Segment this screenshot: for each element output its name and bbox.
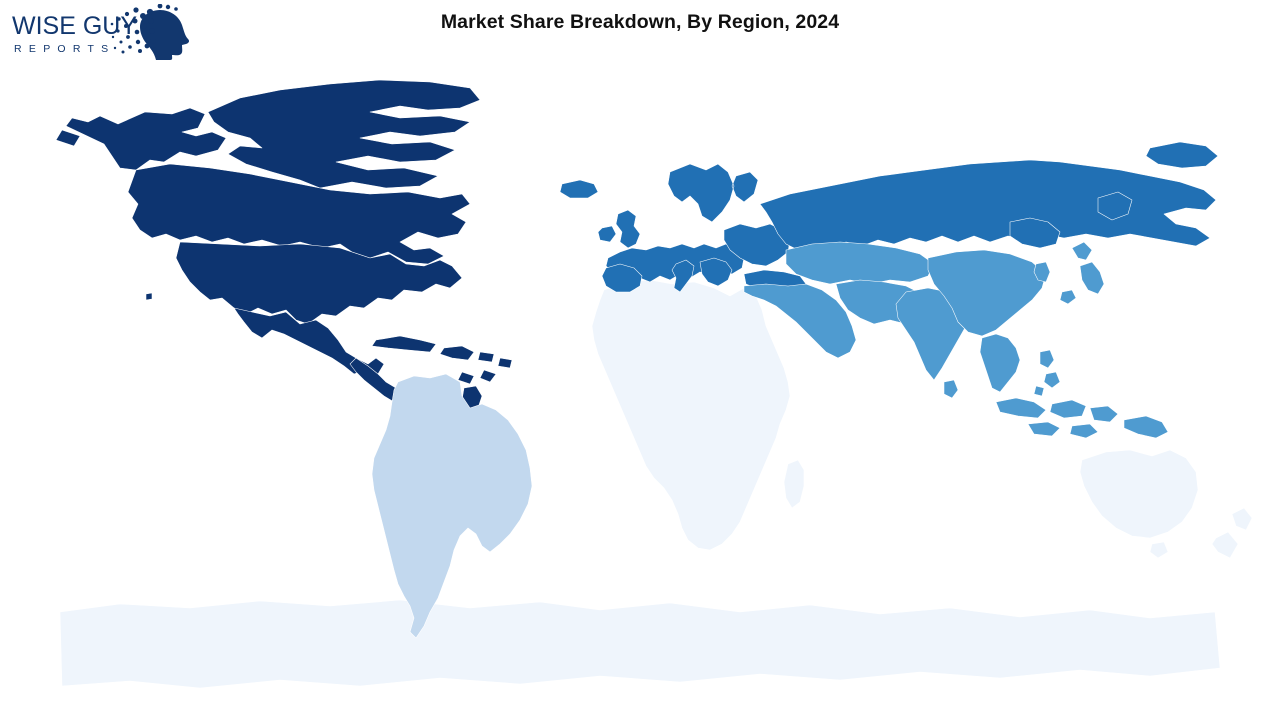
- shape-iberia[interactable]: [602, 264, 642, 292]
- shape-papua-new-guinea[interactable]: [1124, 416, 1168, 438]
- shape-russia-far-east[interactable]: [1098, 142, 1218, 220]
- shape-middle-east[interactable]: [744, 284, 856, 358]
- region-north-america[interactable]: [56, 80, 512, 418]
- world-map-container: [0, 52, 1280, 720]
- shape-russia[interactable]: [760, 160, 1216, 250]
- shape-italy-balkans[interactable]: [672, 258, 732, 292]
- shape-australia[interactable]: [1080, 450, 1198, 538]
- shape-united-kingdom[interactable]: [598, 210, 640, 248]
- shape-eastern-europe[interactable]: [724, 224, 790, 266]
- shape-southeast-asia[interactable]: [980, 334, 1020, 392]
- shape-russia-pacific-coast[interactable]: [1010, 218, 1060, 248]
- dotted-head-silhouette-icon: [110, 3, 190, 60]
- shape-canada-main[interactable]: [128, 164, 470, 264]
- shape-africa[interactable]: [592, 280, 790, 550]
- brand-logo[interactable]: WISE GUY R E P O R T S: [10, 3, 195, 60]
- page-title: Market Share Breakdown, By Region, 2024: [440, 11, 840, 33]
- region-europe[interactable]: [560, 142, 1218, 292]
- shape-scandinavia[interactable]: [668, 164, 758, 222]
- shape-japan[interactable]: [1060, 242, 1104, 304]
- shape-united-states[interactable]: [176, 242, 462, 324]
- shape-korea[interactable]: [1034, 262, 1050, 282]
- shape-central-asia[interactable]: [786, 242, 934, 284]
- region-antarctica[interactable]: [60, 600, 1220, 688]
- logo-wordmark-secondary: R E P O R T S: [14, 43, 110, 55]
- shape-indonesia[interactable]: [996, 398, 1118, 438]
- shape-tasmania[interactable]: [1150, 542, 1168, 558]
- region-oceania[interactable]: [1080, 450, 1252, 558]
- shape-antarctica[interactable]: [60, 600, 1220, 688]
- region-africa[interactable]: [592, 280, 804, 550]
- shape-madagascar[interactable]: [784, 460, 804, 508]
- shape-philippines[interactable]: [1034, 350, 1060, 396]
- region-south-america[interactable]: [372, 374, 532, 638]
- shape-alaska[interactable]: [56, 108, 226, 170]
- logo-wordmark-primary: WISE GUY: [12, 12, 137, 40]
- shape-caribbean[interactable]: [372, 336, 512, 384]
- world-map[interactable]: [0, 52, 1280, 720]
- shape-small-island-na[interactable]: [146, 293, 152, 300]
- shape-south-america[interactable]: [372, 374, 532, 638]
- region-asia-pacific[interactable]: [744, 242, 1168, 438]
- shape-new-zealand[interactable]: [1212, 508, 1252, 558]
- shape-sri-lanka[interactable]: [944, 380, 958, 398]
- shape-canada[interactable]: [208, 80, 480, 188]
- shape-iceland[interactable]: [560, 180, 598, 198]
- shape-china[interactable]: [928, 250, 1046, 336]
